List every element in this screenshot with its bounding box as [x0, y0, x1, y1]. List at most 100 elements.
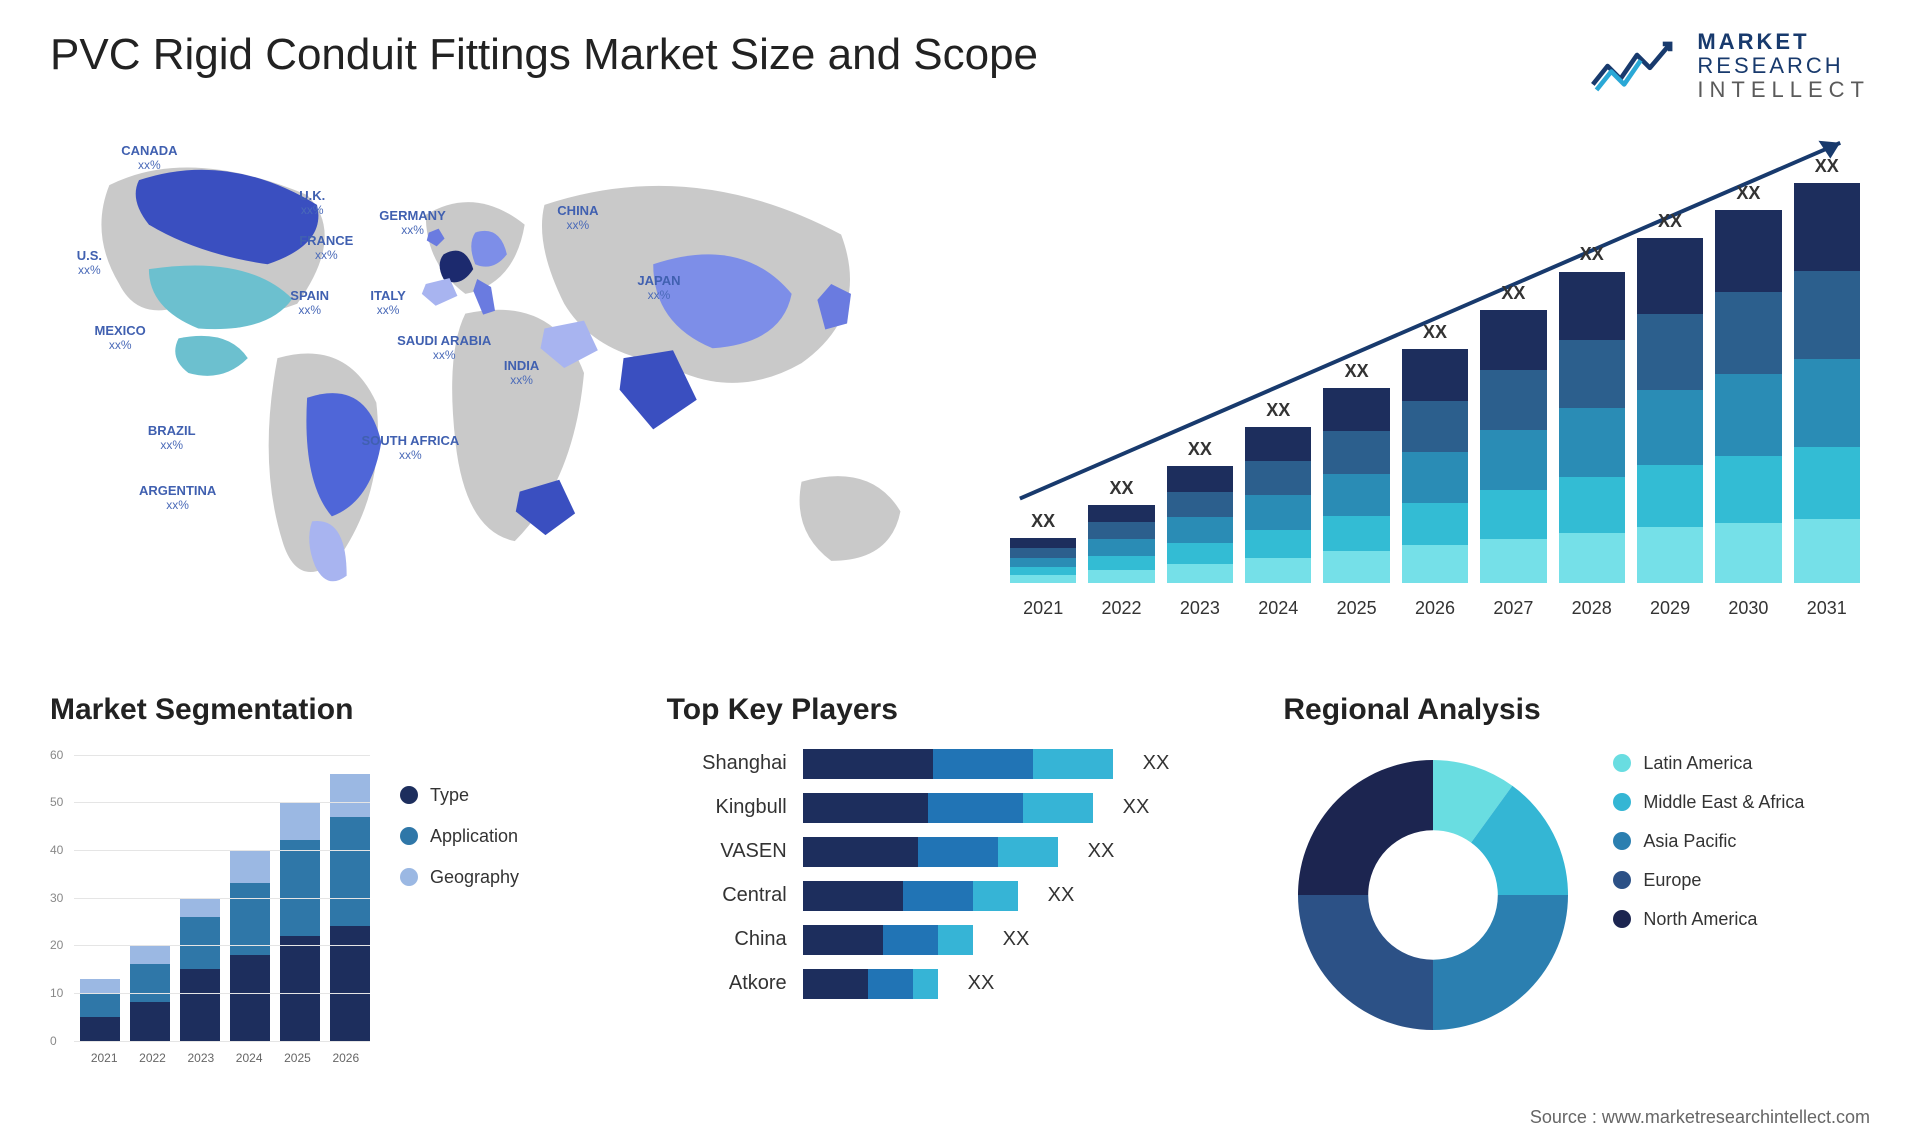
- donut-segment: [1298, 895, 1433, 1030]
- growth-bar-label: XX: [1110, 478, 1134, 499]
- growth-bar-segment: [1559, 272, 1625, 340]
- key-player-value: XX: [1003, 928, 1030, 951]
- legend-swatch: [400, 868, 418, 886]
- key-player-bar: [803, 749, 1113, 779]
- key-player-bar-segment: [803, 925, 883, 955]
- key-player-bar: [803, 793, 1093, 823]
- key-player-bar-segment: [998, 837, 1058, 867]
- map-label: SPAINxx%: [290, 288, 329, 318]
- growth-bar-segment: [1402, 545, 1468, 582]
- map-label: MEXICOxx%: [95, 323, 146, 353]
- key-player-bar: [803, 969, 938, 999]
- growth-bar: XX: [1715, 183, 1781, 582]
- world-map-panel: CANADAxx%U.S.xx%MEXICOxx%BRAZILxx%ARGENT…: [50, 123, 940, 663]
- growth-bar-segment: [1323, 474, 1389, 517]
- key-player-name: Central: [667, 884, 787, 907]
- seg-x-label: 2023: [177, 1051, 225, 1065]
- growth-bar-segment: [1088, 556, 1154, 570]
- growth-bar-label: XX: [1345, 361, 1369, 382]
- map-label: U.S.xx%: [77, 248, 102, 278]
- growth-bar-segment: [1637, 465, 1703, 527]
- growth-bar-segment: [1715, 523, 1781, 583]
- seg-bar-segment: [80, 979, 120, 993]
- map-label: ITALYxx%: [370, 288, 405, 318]
- growth-bar-segment: [1010, 575, 1076, 582]
- growth-bar-label: XX: [1736, 183, 1760, 204]
- growth-bar-segment: [1245, 530, 1311, 558]
- legend-swatch: [1613, 793, 1631, 811]
- donut-segment: [1433, 895, 1568, 1030]
- map-label: ARGENTINAxx%: [139, 483, 216, 513]
- key-player-bar: [803, 925, 973, 955]
- growth-chart: XXXXXXXXXXXXXXXXXXXXXX 20212022202320242…: [980, 123, 1870, 623]
- growth-bar-segment: [1402, 401, 1468, 452]
- growth-bar-label: XX: [1188, 439, 1212, 460]
- legend-item: Latin America: [1613, 753, 1804, 774]
- growth-bar-segment: [1480, 310, 1546, 370]
- growth-bar-segment: [1323, 516, 1389, 551]
- key-player-bar: [803, 837, 1058, 867]
- seg-bar-segment: [130, 1002, 170, 1040]
- seg-bar-segment: [330, 774, 370, 817]
- seg-bar: [180, 898, 220, 1041]
- legend-swatch: [1613, 910, 1631, 928]
- legend-item: Asia Pacific: [1613, 831, 1804, 852]
- key-player-bar-segment: [803, 969, 868, 999]
- source-text: Source : www.marketresearchintellect.com: [1530, 1107, 1870, 1128]
- growth-x-label: 2028: [1559, 598, 1625, 619]
- map-label: FRANCExx%: [299, 233, 353, 263]
- key-player-row: China XX: [667, 925, 1254, 955]
- growth-bar-segment: [1794, 271, 1860, 359]
- key-player-row: ShanghaiXX: [667, 749, 1254, 779]
- seg-bar-segment: [130, 945, 170, 964]
- growth-bar: XX: [1245, 400, 1311, 583]
- seg-gridline: [74, 802, 370, 803]
- seg-ytick: 40: [50, 843, 63, 857]
- growth-bar-segment: [1088, 505, 1154, 522]
- logo-line2: RESEARCH: [1697, 54, 1870, 78]
- key-player-bar-segment: [928, 793, 1023, 823]
- legend-label: Asia Pacific: [1643, 831, 1736, 852]
- seg-gridline: [74, 755, 370, 756]
- seg-x-label: 2022: [128, 1051, 176, 1065]
- map-label: CHINAxx%: [557, 203, 598, 233]
- growth-bar-segment: [1167, 543, 1233, 564]
- map-label: U.K.xx%: [299, 188, 325, 218]
- growth-bar-segment: [1245, 495, 1311, 529]
- seg-bar-segment: [230, 883, 270, 955]
- growth-bar-segment: [1167, 517, 1233, 543]
- growth-bar-segment: [1715, 210, 1781, 292]
- logo: MARKET RESEARCH INTELLECT: [1591, 30, 1870, 103]
- key-player-bar-segment: [913, 969, 938, 999]
- legend-item: Geography: [400, 867, 519, 888]
- growth-bar-segment: [1637, 238, 1703, 314]
- growth-bar: XX: [1559, 244, 1625, 582]
- growth-bar-segment: [1088, 539, 1154, 556]
- growth-x-label: 2029: [1637, 598, 1703, 619]
- growth-bar-segment: [1559, 340, 1625, 408]
- growth-bar-segment: [1480, 539, 1546, 583]
- seg-bar-segment: [280, 802, 320, 840]
- growth-bar-segment: [1715, 456, 1781, 523]
- key-player-bar-segment: [803, 749, 933, 779]
- key-player-value: XX: [1143, 752, 1170, 775]
- growth-bar-segment: [1402, 452, 1468, 503]
- seg-bar-segment: [330, 926, 370, 1040]
- key-player-name: China: [667, 928, 787, 951]
- growth-x-label: 2026: [1402, 598, 1468, 619]
- growth-bar-segment: [1323, 388, 1389, 431]
- growth-bar: XX: [1010, 511, 1076, 582]
- segmentation-chart: 202120222023202420252026 0102030405060: [50, 745, 370, 1065]
- growth-bar-label: XX: [1580, 244, 1604, 265]
- page-title: PVC Rigid Conduit Fittings Market Size a…: [50, 30, 1038, 80]
- seg-bar: [280, 802, 320, 1040]
- growth-bar-segment: [1794, 447, 1860, 519]
- segmentation-title: Market Segmentation: [50, 693, 637, 727]
- regional-donut: [1283, 745, 1583, 1045]
- map-label: JAPANxx%: [637, 273, 680, 303]
- regional-legend: Latin America Middle East & Africa Asia Pa…: [1613, 745, 1804, 930]
- growth-bar-label: XX: [1266, 400, 1290, 421]
- key-player-bar-segment: [903, 881, 973, 911]
- logo-text: MARKET RESEARCH INTELLECT: [1697, 30, 1870, 103]
- legend-item: Middle East & Africa: [1613, 792, 1804, 813]
